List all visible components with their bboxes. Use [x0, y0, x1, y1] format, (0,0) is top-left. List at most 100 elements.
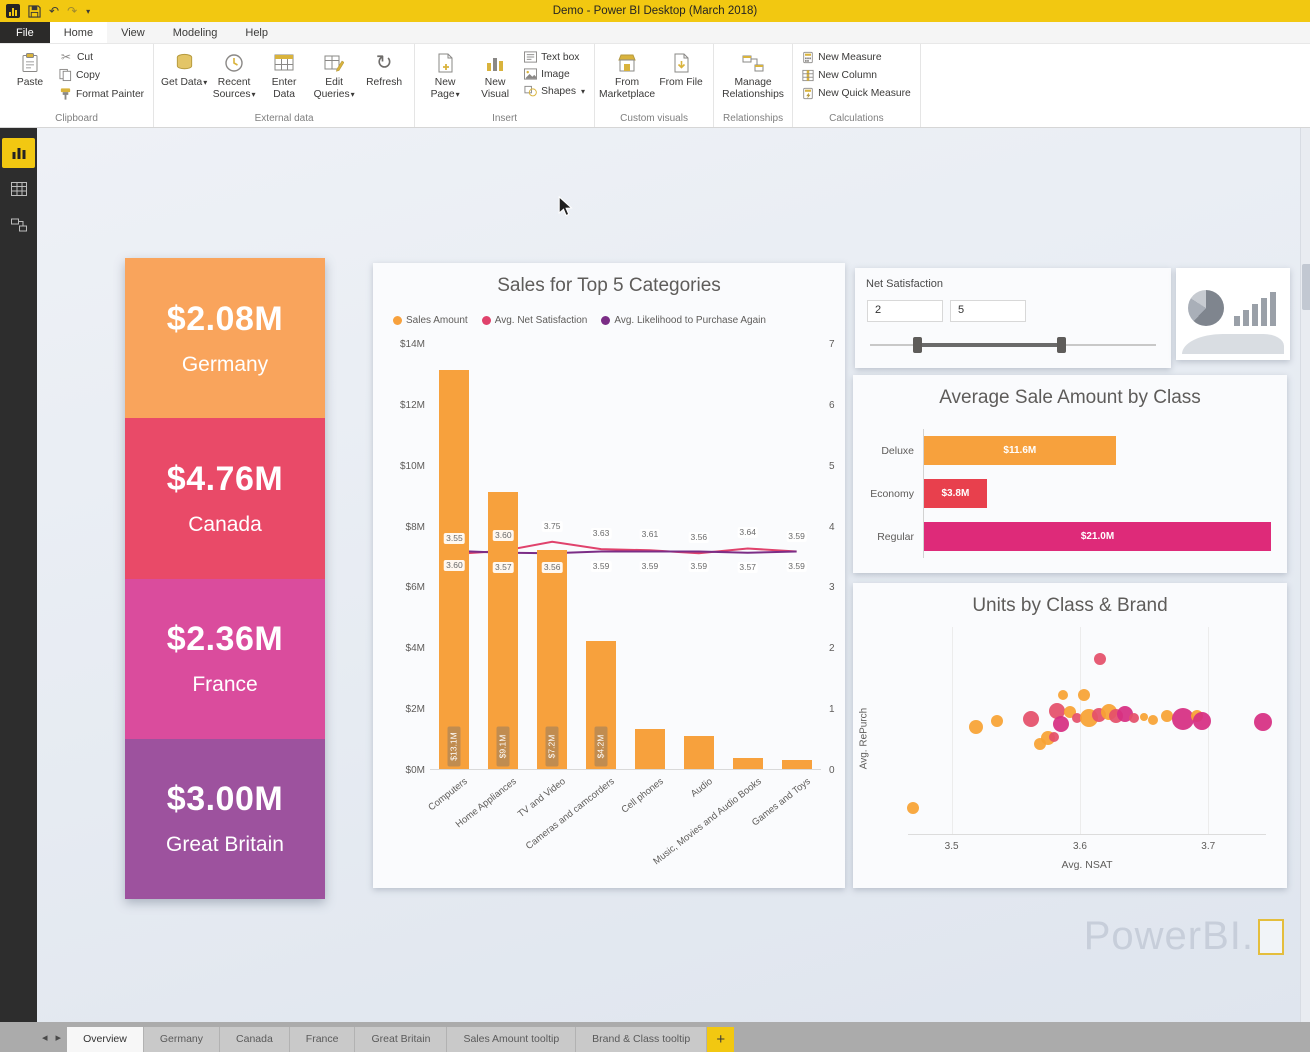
scatter-point[interactable] — [1072, 713, 1083, 724]
kpi-card-france[interactable]: $2.36M France — [125, 578, 325, 739]
format-painter-button[interactable]: Format Painter — [56, 86, 147, 102]
slicer-min-input[interactable]: 2 — [867, 300, 943, 322]
shapes-button[interactable]: Shapes ▾ — [521, 84, 588, 98]
bar-cameras-and-camcorders[interactable] — [586, 641, 617, 769]
add-page-button[interactable]: + — [707, 1027, 735, 1052]
bar-audio[interactable] — [683, 735, 714, 769]
scatter-plot-area — [907, 627, 1273, 835]
tab-help[interactable]: Help — [245, 26, 268, 39]
scatter-point[interactable] — [1049, 731, 1060, 742]
tab-view[interactable]: View — [121, 26, 145, 39]
kpi-card-germany[interactable]: $2.08M Germany — [125, 258, 325, 419]
text-box-button[interactable]: Text box — [521, 50, 588, 64]
combo-chart-visual[interactable]: Sales for Top 5 Categories Sales Amount … — [373, 263, 845, 888]
tab-modeling[interactable]: Modeling — [172, 26, 218, 39]
shapes-icon — [524, 85, 537, 97]
report-canvas[interactable]: $2.08M Germany $4.76M Canada $2.36M Fran… — [37, 128, 1300, 1022]
data-view-button[interactable] — [2, 174, 35, 204]
new-visual-button[interactable]: New Visual — [471, 48, 519, 106]
chart-title: Sales for Top 5 Categories — [497, 275, 721, 296]
scatter-point[interactable] — [907, 801, 920, 814]
bar-tv-and-video[interactable] — [537, 549, 568, 769]
model-view-button[interactable] — [2, 210, 35, 240]
net-satisfaction-slicer[interactable]: Net Satisfaction 2 5 — [855, 268, 1171, 368]
page-tab-sales-amount-tooltip[interactable]: Sales Amount tooltip — [447, 1027, 577, 1052]
scatter-point[interactable] — [990, 715, 1003, 728]
page-tab-france[interactable]: France — [289, 1027, 356, 1052]
bar-games-and-toys[interactable] — [781, 759, 812, 769]
new-quick-measure-button[interactable]: New Quick Measure — [799, 86, 914, 101]
slicer-max-input[interactable]: 5 — [950, 300, 1026, 322]
page-tab-germany[interactable]: Germany — [143, 1027, 221, 1052]
get-data-button[interactable]: Get Data▾ — [160, 48, 208, 106]
save-button[interactable] — [28, 4, 41, 18]
scatter-point[interactable] — [1161, 710, 1174, 723]
legend-item[interactable]: Avg. Net Satisfaction — [481, 315, 587, 326]
bar-music-movies-and-audio-books[interactable] — [732, 758, 763, 769]
bar-deluxe[interactable]: $11.6M — [924, 436, 1116, 465]
scatter-point[interactable] — [1052, 716, 1069, 733]
cut-button[interactable]: ✂ Cut — [56, 50, 147, 64]
scatter-point[interactable] — [1140, 713, 1149, 722]
kpi-card-canada[interactable]: $4.76M Canada — [125, 418, 325, 579]
kpi-card-great-britain[interactable]: $3.00M Great Britain — [125, 738, 325, 899]
scatter-point[interactable] — [1048, 703, 1065, 720]
next-page-arrow[interactable]: ▸ — [55, 1031, 62, 1044]
kpi-value: $3.00M — [166, 780, 284, 819]
scatter-point[interactable] — [1128, 713, 1139, 724]
from-marketplace-button[interactable]: From Marketplace — [599, 48, 655, 106]
refresh-button[interactable]: ↻ Refresh — [360, 48, 408, 106]
paste-button[interactable]: Paste — [6, 48, 54, 106]
scatter-point[interactable] — [1058, 690, 1069, 701]
slicer-range-slider[interactable] — [870, 337, 1156, 353]
visual-thumbnail-image[interactable] — [1176, 268, 1290, 360]
tab-file[interactable]: File — [0, 22, 50, 43]
category-label: Audio — [688, 776, 715, 800]
enter-data-button[interactable]: Enter Data — [260, 48, 308, 106]
image-button[interactable]: Image — [521, 67, 588, 81]
bar-economy[interactable]: $3.8M — [924, 479, 987, 508]
page-tab-overview[interactable]: Overview — [67, 1027, 144, 1052]
page-tab-brand-class-tooltip[interactable]: Brand & Class tooltip — [576, 1027, 708, 1052]
new-page-button[interactable]: New Page▾ — [421, 48, 469, 106]
qat-customize-caret-icon[interactable]: ▾ — [86, 6, 91, 16]
from-file-button[interactable]: From File — [655, 48, 707, 106]
page-tab-canada[interactable]: Canada — [220, 1027, 290, 1052]
manage-relationships-button[interactable]: Manage Relationships — [720, 48, 786, 106]
scatter-point[interactable] — [1171, 708, 1194, 731]
scatter-point[interactable] — [1192, 712, 1211, 731]
bar-regular[interactable]: $21.0M — [924, 522, 1271, 551]
copy-button[interactable]: Copy — [56, 67, 147, 83]
edit-queries-button[interactable]: Edit Queries▾ — [310, 48, 358, 106]
bar-track: $21.0M — [923, 515, 1271, 558]
slider-handle[interactable] — [1056, 337, 1066, 353]
units-by-class-brand-visual[interactable]: Units by Class & Brand Avg. RePurch 3.5 3… — [853, 583, 1287, 888]
legend-item[interactable]: Avg. Likelihood to Purchase Again — [601, 315, 766, 326]
slider-handle[interactable] — [913, 337, 923, 353]
redo-button[interactable]: ↷ — [67, 4, 78, 18]
prev-page-arrow[interactable]: ◂ — [42, 1031, 48, 1044]
line-data-label: 3.59 — [786, 560, 807, 572]
recent-sources-label: Recent Sources — [212, 77, 251, 100]
bar-cell-phones[interactable] — [634, 729, 665, 769]
group-label-clipboard: Clipboard — [55, 113, 98, 124]
scrollbar-thumb[interactable] — [1302, 264, 1310, 310]
scatter-point[interactable] — [1094, 653, 1107, 666]
scatter-point[interactable] — [1254, 713, 1273, 732]
report-view-button[interactable] — [2, 138, 35, 168]
recent-sources-button[interactable]: Recent Sources▾ — [210, 48, 258, 106]
page-tab-great-britain[interactable]: Great Britain — [355, 1027, 448, 1052]
legend-item[interactable]: Sales Amount — [393, 315, 468, 326]
new-measure-button[interactable]: New Measure — [799, 50, 914, 65]
scatter-point[interactable] — [969, 720, 983, 735]
new-column-button[interactable]: New Column — [799, 68, 914, 83]
dropdown-caret-icon: ▾ — [251, 89, 256, 99]
scatter-point[interactable] — [1023, 711, 1040, 728]
tab-home[interactable]: Home — [49, 22, 108, 43]
vertical-scrollbar[interactable] — [1300, 128, 1310, 1022]
avg-sale-by-class-visual[interactable]: Average Sale Amount by Class Deluxe $11.6… — [853, 375, 1287, 573]
scatter-point[interactable] — [1077, 689, 1090, 702]
bar-data-label: $9.1M — [496, 726, 510, 767]
scatter-point[interactable] — [1148, 715, 1159, 726]
undo-button[interactable]: ↶ — [49, 4, 60, 18]
